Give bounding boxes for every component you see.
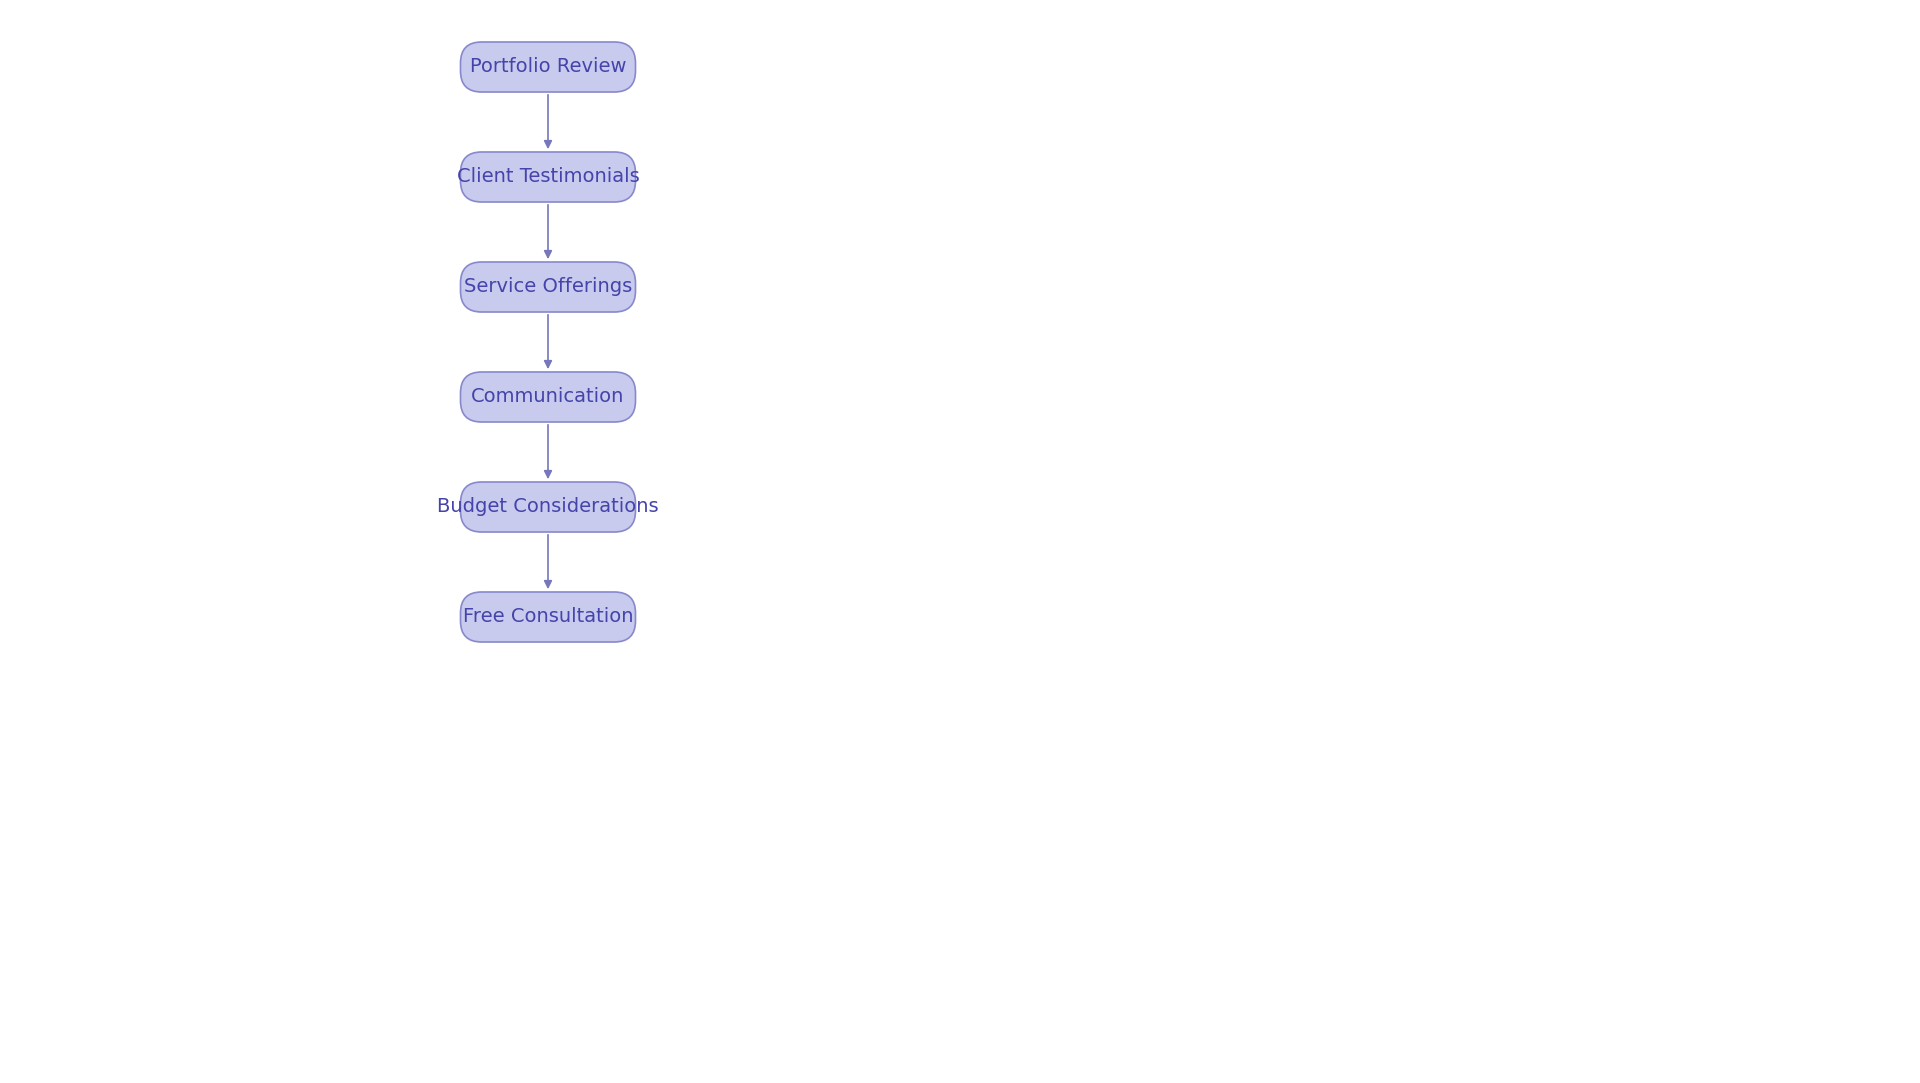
FancyBboxPatch shape bbox=[461, 262, 636, 312]
FancyBboxPatch shape bbox=[461, 371, 636, 422]
FancyBboxPatch shape bbox=[461, 42, 636, 92]
FancyBboxPatch shape bbox=[461, 592, 636, 642]
FancyBboxPatch shape bbox=[461, 482, 636, 532]
FancyBboxPatch shape bbox=[461, 152, 636, 203]
Text: Client Testimonials: Client Testimonials bbox=[457, 168, 639, 186]
Text: Service Offerings: Service Offerings bbox=[465, 277, 632, 297]
Text: Portfolio Review: Portfolio Review bbox=[470, 57, 626, 77]
Text: Free Consultation: Free Consultation bbox=[463, 608, 634, 626]
Text: Budget Considerations: Budget Considerations bbox=[438, 497, 659, 517]
Text: Communication: Communication bbox=[470, 388, 624, 406]
